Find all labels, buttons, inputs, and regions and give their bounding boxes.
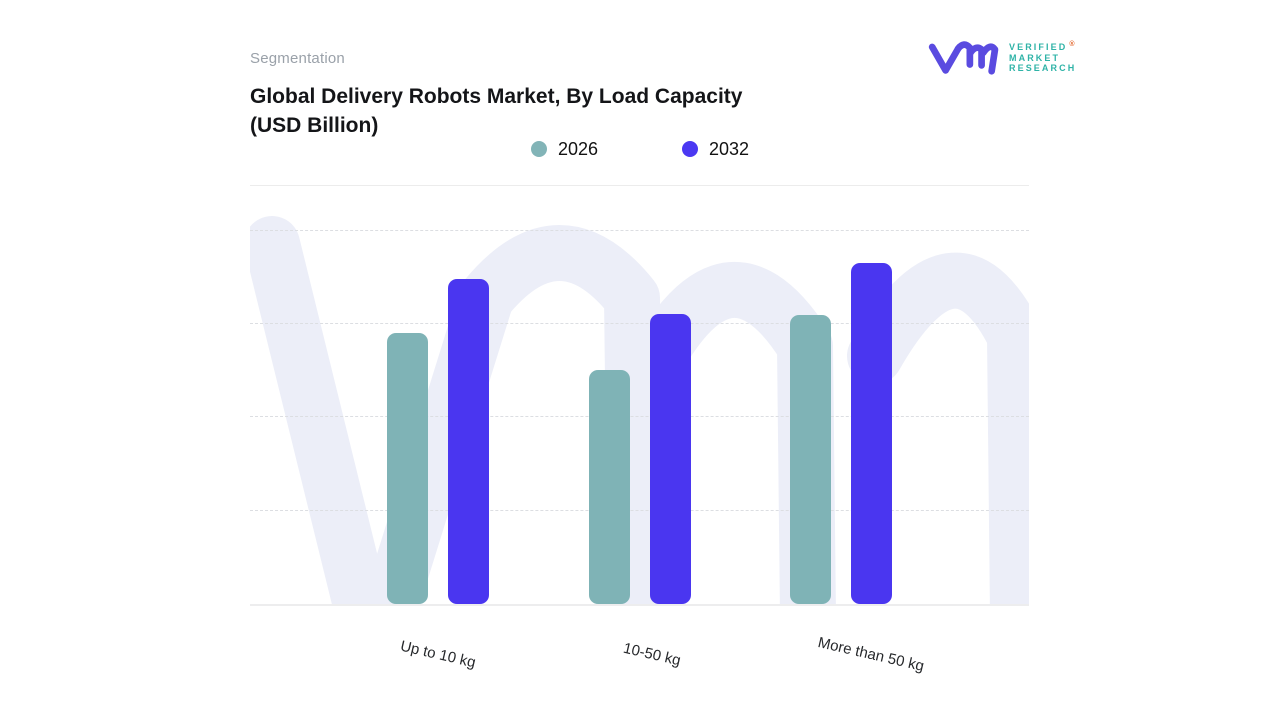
vmr-watermark-icon: [250, 216, 1029, 604]
legend-dot-2032-icon: [682, 141, 698, 157]
x-axis-label-more-than-50-kg: More than 50 kg: [816, 634, 926, 675]
chart-title-line1: Global Delivery Robots Market, By Load C…: [250, 85, 743, 108]
chart-legend: 2026 2032: [250, 137, 1030, 161]
chart-title-line2: (USD Billion): [250, 114, 379, 137]
gridline-3: [250, 323, 1029, 325]
x-axis-labels: Up to 10 kg 10-50 kg More than 50 kg: [250, 634, 1029, 706]
chart-title: Global Delivery Robots Market, By Load C…: [250, 82, 890, 140]
bar-2032-10-50-kg: [649, 313, 691, 604]
plot-area: [250, 185, 1029, 606]
brand-line-verified: VERIFIED: [1009, 42, 1068, 53]
bar-2026-more-than-50-kg: [790, 314, 832, 604]
registered-trademark-icon: ®: [1069, 41, 1075, 49]
legend-label-2032: 2032: [709, 138, 750, 159]
brand-line-market: MARKET: [1009, 52, 1061, 63]
brand-line-research: RESEARCH: [1009, 63, 1077, 74]
bar-2032-more-than-50-kg: [851, 263, 893, 604]
legend-label-2026: 2026: [557, 138, 598, 159]
brand-logo: VERIFIED ® MARKET RESEARCH: [928, 36, 1076, 78]
legend-item-2026[interactable]: 2026: [530, 138, 598, 160]
brand-wordmark: VERIFIED ® MARKET RESEARCH: [1009, 40, 1076, 74]
legend-item-2032[interactable]: 2032: [682, 139, 749, 160]
legend-dot-2026-icon: [530, 141, 547, 157]
x-axis-label-up-to-10-kg: Up to 10 kg: [398, 637, 478, 672]
x-axis-label-10-50-kg: 10-50 kg: [621, 639, 682, 670]
gridline-1: [250, 509, 1029, 511]
gridline-2: [250, 416, 1029, 418]
bar-2026-up-to-10-kg: [386, 333, 428, 604]
eyebrow-segmentation: Segmentation: [250, 50, 345, 67]
vmr-logo-icon: [928, 41, 999, 75]
gridline-4: [250, 229, 1029, 231]
bar-2026-10-50-kg: [588, 369, 630, 604]
bar-2032-up-to-10-kg: [447, 279, 489, 604]
